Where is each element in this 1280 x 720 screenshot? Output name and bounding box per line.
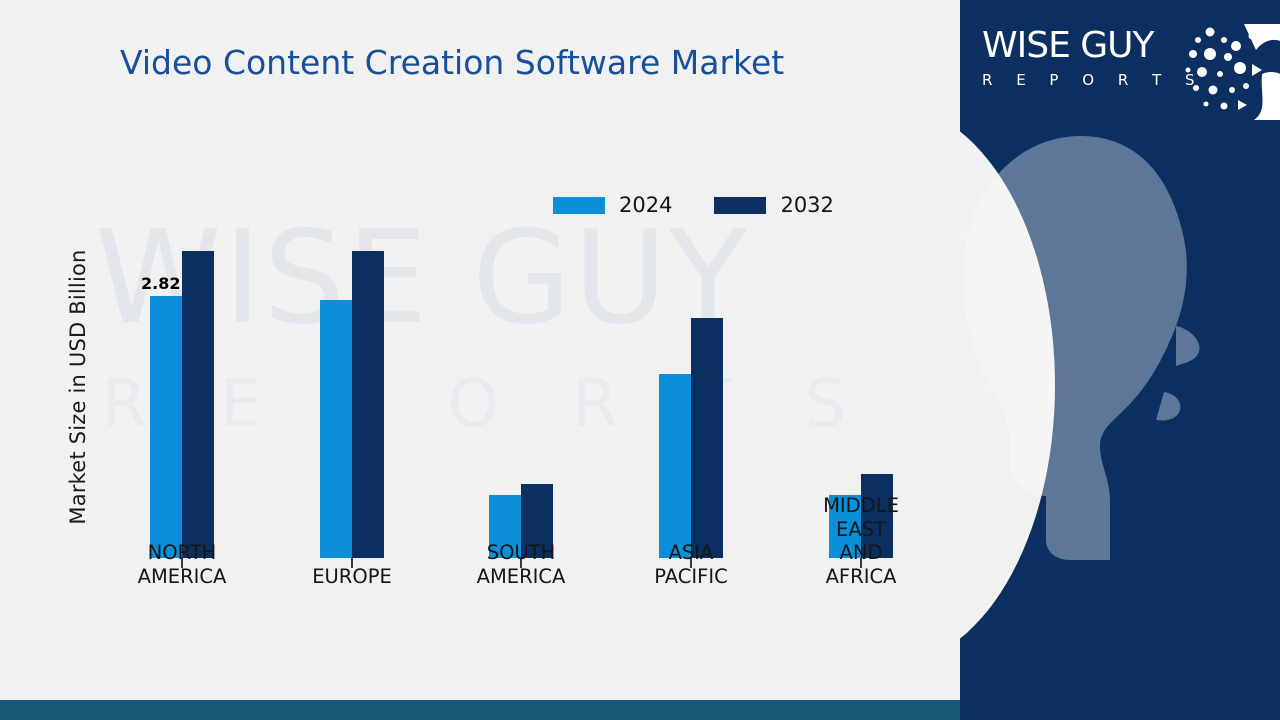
plot-area: NORTH AMERICA EUROPE SOUTH AMERICA ASIA PAC… [138, 0, 899, 700]
chart-legend: 2024 2032 [553, 193, 834, 217]
x-axis-label: ASIA PACIFIC [654, 541, 728, 589]
x-axis-label: NORTH AMERICA [137, 541, 227, 589]
x-axis-label: EUROPE [312, 565, 392, 589]
bar-2024-north-america[interactable] [150, 296, 182, 558]
bar-2024-asia-pacific[interactable] [659, 374, 691, 558]
bar-2024-europe[interactable] [320, 299, 352, 558]
bar-2032-asia-pacific[interactable] [691, 318, 723, 558]
logo-subtitle: R E P O R T S [982, 71, 1204, 89]
network-dots-icon [1185, 24, 1280, 120]
chart-canvas: WISE GUY R E P O R T S Video Content Cre… [66, 0, 899, 700]
bar-2032-north-america[interactable] [182, 250, 214, 558]
logo: WISE GUY R E P O R T S [982, 24, 1280, 128]
bar-group: ASIA PACIFIC [654, 0, 728, 700]
legend-label-2032: 2032 [780, 193, 834, 217]
page-title: Video Content Creation Software Market [120, 43, 785, 82]
axis-tick [520, 558, 522, 568]
x-axis-label: MIDDLE EAST AND AFRICA [823, 493, 899, 589]
legend-swatch-2032 [714, 196, 767, 214]
logo-wordmark: WISE GUY [982, 25, 1155, 66]
bottom-accent-bar [0, 700, 960, 720]
legend-item-2032[interactable]: 2032 [714, 193, 834, 217]
legend-item-2024[interactable]: 2024 [553, 193, 672, 217]
bar-2024-middle-east-and-africa[interactable] [829, 494, 861, 558]
bar-2032-south-america[interactable] [521, 483, 553, 558]
legend-swatch-2024 [553, 196, 605, 214]
x-axis-label: SOUTH AMERICA [476, 541, 566, 589]
bar-group: MIDDLE EAST AND AFRICA [823, 0, 899, 700]
axis-tick [690, 558, 692, 568]
legend-label-2024: 2024 [619, 193, 673, 217]
brand-panel: WISE GUY R E P O R T S [960, 0, 1280, 720]
bar-2024-south-america[interactable] [489, 494, 521, 558]
bar-value-label: 2.82 [141, 274, 181, 294]
axis-tick [351, 558, 353, 568]
bar-group: SOUTH AMERICA [477, 0, 565, 700]
bar-group: NORTH AMERICA [138, 0, 226, 700]
axis-tick [181, 558, 183, 568]
head-silhouette-icon [963, 136, 1200, 560]
bar-group: EUROPE [312, 0, 392, 700]
bar-2032-europe[interactable] [352, 250, 384, 558]
bar-2032-middle-east-and-africa[interactable] [861, 474, 893, 558]
axis-tick [860, 558, 862, 568]
